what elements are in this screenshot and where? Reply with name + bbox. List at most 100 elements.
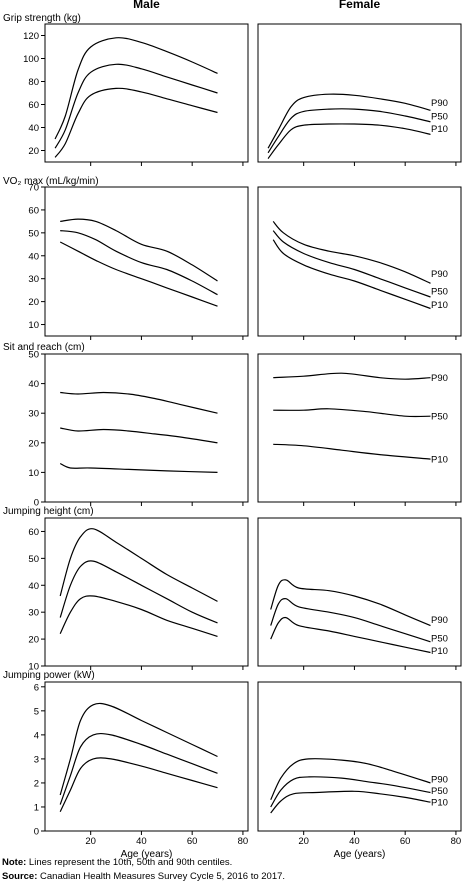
series-line-female-p50-1 — [272, 230, 431, 298]
x-axis-title-female: Age (years) — [334, 849, 386, 860]
y-tick-label-1: 50 — [28, 228, 39, 239]
series-line-female-p10-0 — [267, 123, 431, 159]
panel-title-1: VO₂ max (mL/kg/min) — [3, 176, 99, 187]
series-label-p50-3: P50 — [431, 633, 448, 644]
y-tick-label-2: 10 — [28, 468, 39, 479]
y-tick-label-3: 10 — [28, 662, 39, 673]
y-tick-label-2: 20 — [28, 438, 39, 449]
y-tick-label-4: 0 — [34, 827, 39, 838]
source: Source: Canadian Health Measures Survey … — [2, 871, 285, 883]
source-text: Canadian Health Measures Survey Cycle 5,… — [40, 871, 286, 882]
series-label-p90-1: P90 — [431, 269, 448, 280]
y-tick-label-4: 2 — [34, 778, 39, 789]
x-tick-label-male: 60 — [187, 836, 198, 847]
note-text: Lines represent the 10th, 50th and 90th … — [28, 857, 233, 868]
plot-frame-female-1 — [257, 186, 462, 337]
series-label-p10-1: P10 — [431, 300, 448, 311]
series-line-female-p90-3 — [270, 579, 431, 627]
y-tick-label-2: 30 — [28, 409, 39, 420]
source-label: Source: — [2, 871, 38, 882]
series-line-male-p50-4 — [59, 732, 218, 805]
series-line-male-p90-1 — [60, 218, 218, 282]
y-tick-label-4: 4 — [34, 730, 39, 741]
plot-frame-male-0 — [44, 23, 249, 163]
panel-title-0: Grip strength (kg) — [3, 13, 81, 24]
y-tick-label-0: 80 — [28, 77, 39, 88]
y-tick-label-4: 5 — [34, 706, 39, 717]
y-tick-label-3: 50 — [28, 554, 39, 565]
y-tick-label-0: 40 — [28, 123, 39, 134]
series-line-female-p90-2 — [273, 372, 431, 380]
x-axis-title-male: Age (years) — [121, 849, 173, 860]
series-line-female-p10-2 — [273, 443, 431, 460]
x-tick-label-male: 20 — [85, 836, 96, 847]
series-line-male-p50-2 — [60, 427, 218, 444]
panel-title-3: Jumping height (cm) — [3, 506, 94, 517]
y-tick-label-3: 20 — [28, 635, 39, 646]
series-label-p10-2: P10 — [431, 455, 448, 466]
series-line-female-p10-1 — [272, 239, 431, 310]
y-tick-label-2: 0 — [34, 498, 39, 509]
series-label-p50-0: P50 — [431, 111, 448, 122]
series-label-p50-2: P50 — [431, 412, 448, 423]
series-label-p90-4: P90 — [431, 774, 448, 785]
series-label-p90-0: P90 — [431, 98, 448, 109]
y-tick-label-3: 40 — [28, 581, 39, 592]
series-line-female-p90-0 — [267, 93, 431, 149]
series-label-p50-4: P50 — [431, 786, 448, 797]
series-label-p10-3: P10 — [431, 646, 448, 657]
plot-frame-male-3 — [44, 517, 249, 667]
series-label-p90-2: P90 — [431, 373, 448, 384]
series-line-male-p50-1 — [60, 230, 218, 296]
y-tick-label-2: 50 — [28, 350, 39, 361]
series-label-p50-1: P50 — [431, 287, 448, 298]
y-tick-label-1: 30 — [28, 274, 39, 285]
y-tick-label-4: 3 — [34, 754, 39, 765]
series-line-female-p90-4 — [270, 758, 431, 801]
note: Note: Lines represent the 10th, 50th and… — [2, 857, 232, 869]
y-tick-label-4: 6 — [34, 682, 39, 693]
y-tick-label-1: 70 — [28, 183, 39, 194]
plot-frame-female-3 — [257, 517, 462, 667]
y-tick-label-1: 40 — [28, 251, 39, 262]
series-line-male-p10-3 — [59, 595, 218, 637]
x-tick-label-male: 80 — [238, 836, 249, 847]
y-tick-label-2: 40 — [28, 379, 39, 390]
series-line-male-p90-0 — [54, 37, 218, 140]
series-line-male-p10-0 — [54, 87, 218, 158]
y-tick-label-0: 60 — [28, 100, 39, 111]
y-tick-label-0: 20 — [28, 146, 39, 157]
series-line-male-p10-4 — [59, 757, 218, 813]
y-tick-label-4: 1 — [34, 802, 39, 813]
series-line-female-p50-3 — [270, 598, 431, 643]
series-label-p10-0: P10 — [431, 124, 448, 135]
series-line-male-p90-4 — [59, 702, 218, 796]
y-tick-label-1: 60 — [28, 205, 39, 216]
series-line-male-p90-3 — [59, 528, 218, 602]
series-line-female-p50-4 — [270, 776, 431, 808]
x-tick-label-female: 80 — [451, 836, 462, 847]
plot-frame-male-2 — [44, 353, 249, 503]
panel-title-2: Sit and reach (cm) — [3, 342, 85, 353]
series-line-female-p50-2 — [273, 408, 431, 418]
panel-title-4: Jumping power (kW) — [3, 670, 95, 681]
plot-frame-female-0 — [257, 23, 462, 163]
series-label-p90-3: P90 — [431, 615, 448, 626]
column-header-female: Female — [339, 0, 381, 11]
column-header-male: Male — [133, 0, 160, 11]
y-tick-label-3: 60 — [28, 527, 39, 538]
note-label: Note: — [2, 857, 27, 868]
series-line-male-p50-3 — [59, 560, 218, 624]
series-line-male-p10-1 — [59, 241, 218, 307]
x-tick-label-female: 40 — [349, 836, 360, 847]
y-tick-label-0: 120 — [23, 31, 39, 42]
plot-frame-female-4 — [257, 681, 462, 832]
series-line-male-p50-0 — [54, 63, 218, 149]
x-tick-label-male: 40 — [136, 836, 147, 847]
x-tick-label-female: 60 — [400, 836, 411, 847]
series-line-female-p10-3 — [270, 616, 431, 654]
series-line-male-p10-2 — [59, 462, 218, 473]
plot-frame-male-1 — [44, 186, 249, 337]
plot-frame-male-4 — [44, 681, 249, 832]
